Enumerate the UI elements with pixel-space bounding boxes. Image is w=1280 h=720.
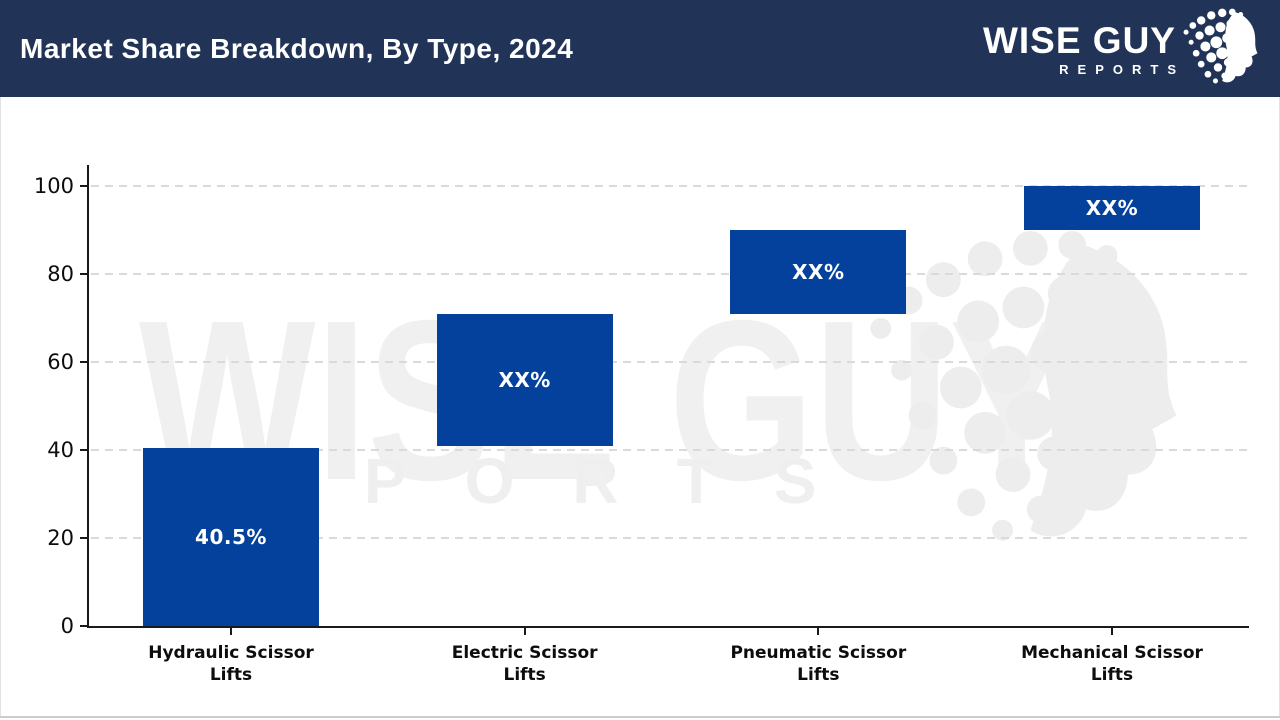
y-tick-mark [80, 273, 88, 275]
y-tick-label: 0 [60, 614, 74, 638]
x-tick-mark [230, 628, 232, 635]
bar-value-label: XX% [1085, 196, 1139, 220]
bar: XX% [730, 230, 907, 314]
bottom-margin [0, 718, 1280, 720]
y-tick-mark [80, 625, 88, 627]
bar: XX% [1024, 186, 1200, 230]
bar-value-label: XX% [792, 259, 845, 284]
gridline [91, 185, 1249, 187]
bar: 40.5% [143, 447, 319, 626]
logo-wordmark: WISE GUY [982, 19, 1176, 61]
gridline [91, 273, 1249, 275]
bottom-border [0, 716, 1280, 718]
y-tick-label: 40 [47, 438, 74, 462]
y-tick-label: 80 [47, 262, 74, 286]
y-tick-mark [80, 537, 88, 539]
logo-subtext: REPORTS [1059, 61, 1185, 77]
y-axis-line [87, 165, 89, 628]
y-tick-label: 100 [33, 174, 74, 198]
plot: 0 20 40 60 80 100 40.5% Hydraulic Scissor Lifts X… [1, 97, 1279, 717]
x-axis-line [87, 626, 1249, 628]
x-category-label: Hydraulic Scissor Lifts [148, 643, 314, 685]
y-tick-mark [80, 449, 88, 451]
gridline [91, 361, 1249, 363]
header-bar: Market Share Breakdown, By Type, 2024 WI… [0, 0, 1280, 97]
bar: XX% [436, 313, 613, 446]
gridline [91, 537, 1249, 539]
head-profile-icon [1183, 8, 1258, 83]
x-tick-mark [817, 628, 820, 635]
y-tick-label: 20 [47, 526, 74, 550]
x-category-label: Electric Scissor Lifts [451, 643, 598, 685]
gridline [91, 449, 1249, 451]
page-title: Market Share Breakdown, By Type, 2024 [20, 32, 574, 64]
x-category-label: Mechanical Scissor Lifts [1021, 643, 1203, 685]
logo-text: WISE GUY REPORTS [983, 22, 1176, 76]
chart-area: WISE GUY REPORTS 0 20 40 60 80 100 40.5% Hydrau… [0, 97, 1280, 717]
bar-value-label: 40.5% [195, 524, 267, 549]
y-tick-mark [80, 185, 88, 187]
y-tick-mark [80, 361, 88, 363]
brand-logo: WISE GUY REPORTS [983, 7, 1266, 91]
y-tick-label: 60 [47, 350, 74, 374]
x-tick-mark [1111, 628, 1113, 635]
bar-value-label: XX% [498, 367, 551, 392]
x-category-label: Pneumatic Scissor Lifts [730, 643, 907, 685]
x-tick-mark [523, 628, 526, 635]
